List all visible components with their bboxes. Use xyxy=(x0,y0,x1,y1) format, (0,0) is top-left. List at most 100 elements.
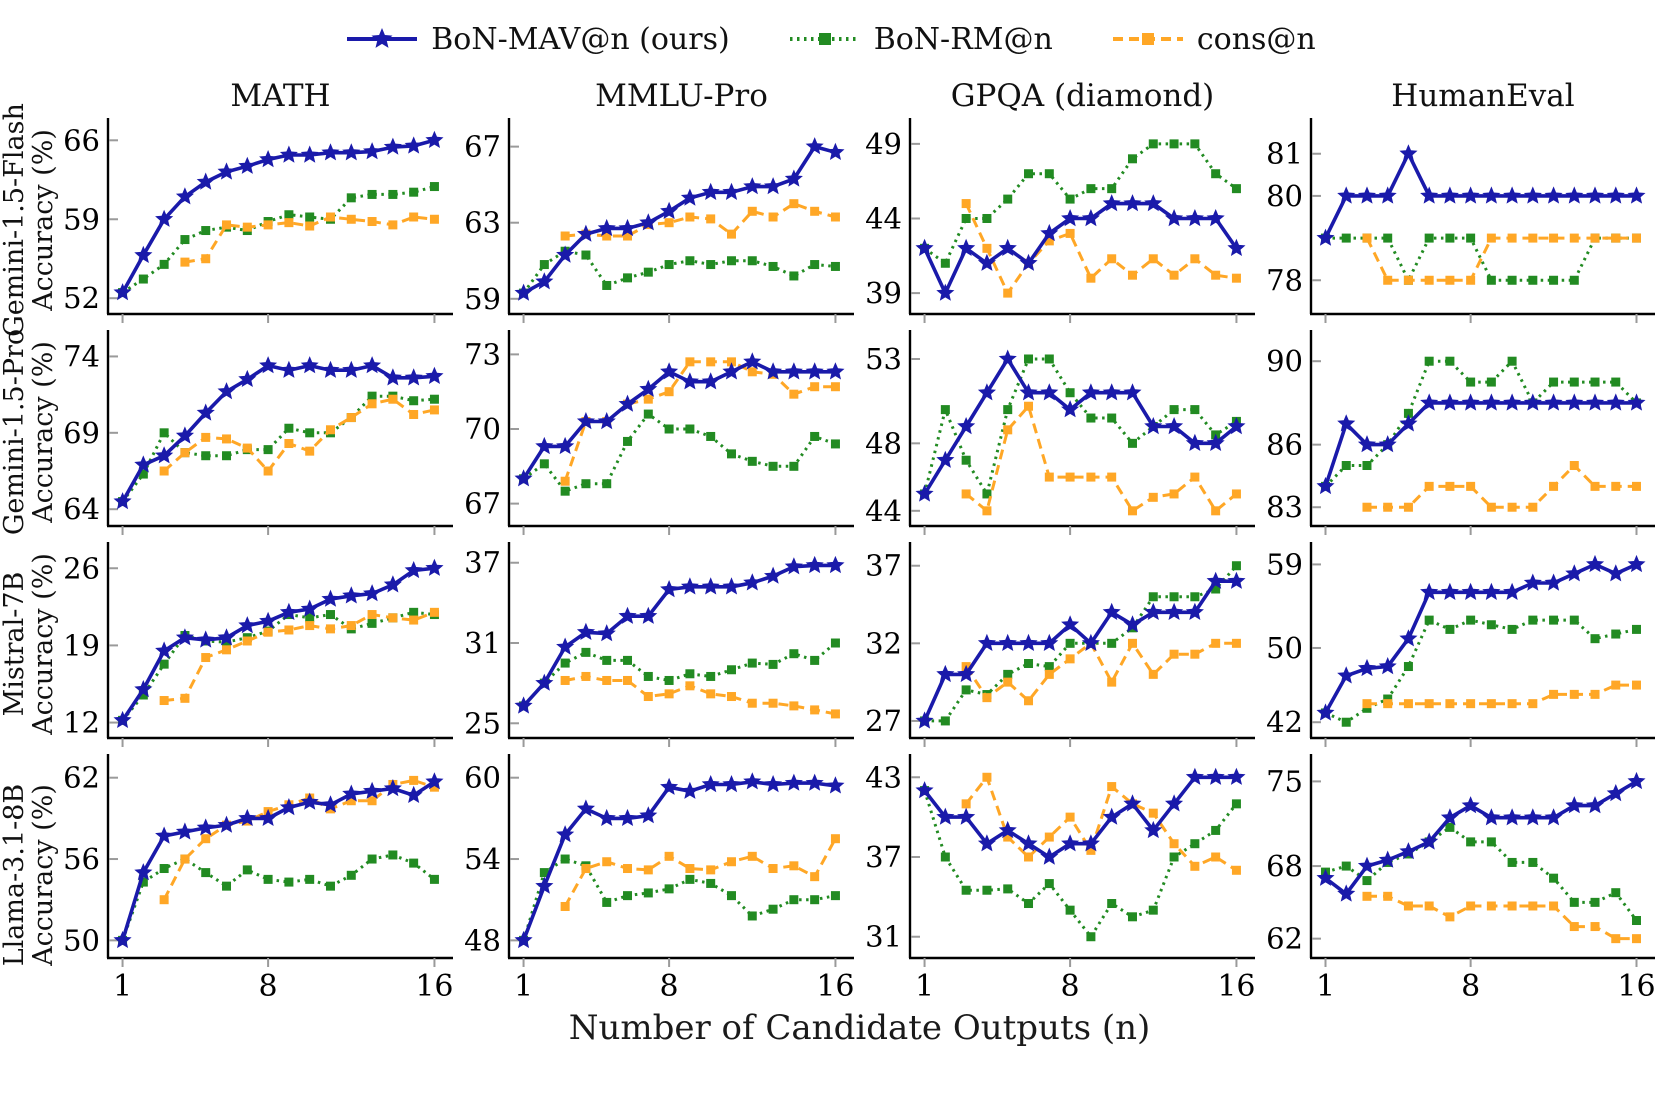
chart-gemini-1-5-pro-mmlu-pro: 67 70 73 xyxy=(459,326,860,538)
data-point-rm xyxy=(623,273,633,283)
data-point-rm xyxy=(1044,169,1054,179)
data-point-rm xyxy=(830,439,840,449)
data-point-cons xyxy=(1003,677,1013,687)
legend-item-bon-rm-n: BoN-RM@n xyxy=(788,22,1053,57)
data-point-mav xyxy=(321,795,340,813)
data-point-rm xyxy=(768,659,778,669)
data-point-cons xyxy=(429,782,439,792)
data-point-cons xyxy=(1631,934,1641,944)
data-point-mav xyxy=(743,573,762,591)
data-point-mav xyxy=(1523,573,1542,591)
data-point-rm xyxy=(789,649,799,659)
data-point-mav xyxy=(342,143,361,161)
data-point-mav xyxy=(1185,433,1204,451)
data-point-rm xyxy=(1169,139,1179,149)
series-line-mav xyxy=(1323,562,1638,714)
data-point-mav xyxy=(1061,615,1080,633)
data-point-cons xyxy=(263,627,273,637)
data-point-rm xyxy=(1065,638,1075,648)
data-point-cons xyxy=(1486,901,1496,911)
data-point-cons xyxy=(1549,689,1559,699)
data-point-mav xyxy=(1586,186,1605,204)
data-point-rm xyxy=(1445,356,1455,366)
data-point-rm xyxy=(1466,233,1476,243)
data-point-cons xyxy=(242,636,252,646)
series-line-mav xyxy=(121,138,435,294)
data-point-cons xyxy=(1631,680,1641,690)
svg-text:68: 68 xyxy=(1266,849,1303,883)
data-point-cons xyxy=(685,864,695,874)
row-label-mistral-7b: Mistral-7B Accuracy (%) xyxy=(0,538,59,750)
series-line-mav xyxy=(121,566,435,722)
data-point-mav xyxy=(1123,794,1142,812)
data-point-mav xyxy=(1440,582,1459,600)
data-point-cons xyxy=(1507,901,1517,911)
data-point-mav xyxy=(764,566,783,584)
data-point-mav xyxy=(1357,186,1376,204)
data-point-mav xyxy=(722,362,741,380)
data-point-mav xyxy=(915,484,934,502)
series-line-rm xyxy=(923,142,1238,265)
data-point-mav xyxy=(196,403,215,421)
data-point-rm xyxy=(982,489,992,499)
data-point-rm xyxy=(1107,899,1117,909)
data-point-cons xyxy=(325,624,335,634)
data-point-rm xyxy=(685,874,695,884)
data-point-cons xyxy=(367,796,377,806)
data-point-mav xyxy=(1606,564,1625,582)
data-point-mav xyxy=(805,137,824,155)
data-point-mav xyxy=(1503,582,1522,600)
data-point-mav xyxy=(660,777,679,795)
data-point-mav xyxy=(1357,856,1376,874)
svg-text:64: 64 xyxy=(63,492,100,526)
data-point-cons xyxy=(1631,233,1641,243)
data-point-rm xyxy=(768,904,778,914)
chart-gemini-1-5-flash-humaneval: 78 80 81 xyxy=(1261,114,1661,326)
data-point-cons xyxy=(1445,699,1455,709)
data-point-mav xyxy=(957,417,976,435)
data-point-rm xyxy=(1044,662,1054,672)
data-point-mav xyxy=(660,201,679,219)
data-point-rm xyxy=(961,885,971,895)
svg-text:59: 59 xyxy=(1266,547,1303,581)
data-point-rm xyxy=(940,405,950,415)
data-point-rm xyxy=(747,256,757,266)
svg-text:32: 32 xyxy=(865,626,902,660)
data-point-mav xyxy=(300,599,319,617)
data-point-cons xyxy=(747,206,757,216)
data-point-rm xyxy=(1065,388,1075,398)
data-point-rm xyxy=(1003,194,1013,204)
svg-text:63: 63 xyxy=(464,206,501,240)
data-point-mav xyxy=(826,362,845,380)
data-point-rm xyxy=(664,260,674,270)
data-point-rm xyxy=(1127,912,1137,922)
data-point-mav xyxy=(113,492,132,510)
data-point-rm xyxy=(602,479,612,489)
data-point-cons xyxy=(1107,472,1117,482)
data-point-mav xyxy=(556,436,575,455)
data-point-mav xyxy=(998,238,1017,256)
data-point-rm xyxy=(1549,377,1559,387)
data-point-cons xyxy=(1611,680,1621,690)
data-point-cons xyxy=(1065,654,1075,664)
data-point-rm xyxy=(1127,154,1137,164)
data-point-cons xyxy=(325,425,335,435)
data-point-mav xyxy=(597,808,616,826)
data-point-cons xyxy=(1466,901,1476,911)
data-point-mav xyxy=(1227,238,1246,256)
data-point-mav xyxy=(279,360,298,378)
data-point-rm xyxy=(1003,669,1013,679)
data-point-mav xyxy=(1440,393,1459,411)
data-point-cons xyxy=(388,613,398,623)
data-point-mav xyxy=(701,577,720,595)
data-point-mav xyxy=(535,876,554,894)
data-point-mav xyxy=(1357,658,1376,677)
data-point-cons xyxy=(685,212,695,222)
data-point-cons xyxy=(1190,254,1200,264)
data-point-mav xyxy=(363,142,382,160)
data-point-mav xyxy=(1378,850,1397,868)
data-point-rm xyxy=(1403,662,1413,672)
data-point-cons xyxy=(560,476,570,486)
svg-text:67: 67 xyxy=(464,130,501,164)
data-point-rm xyxy=(1127,438,1137,448)
